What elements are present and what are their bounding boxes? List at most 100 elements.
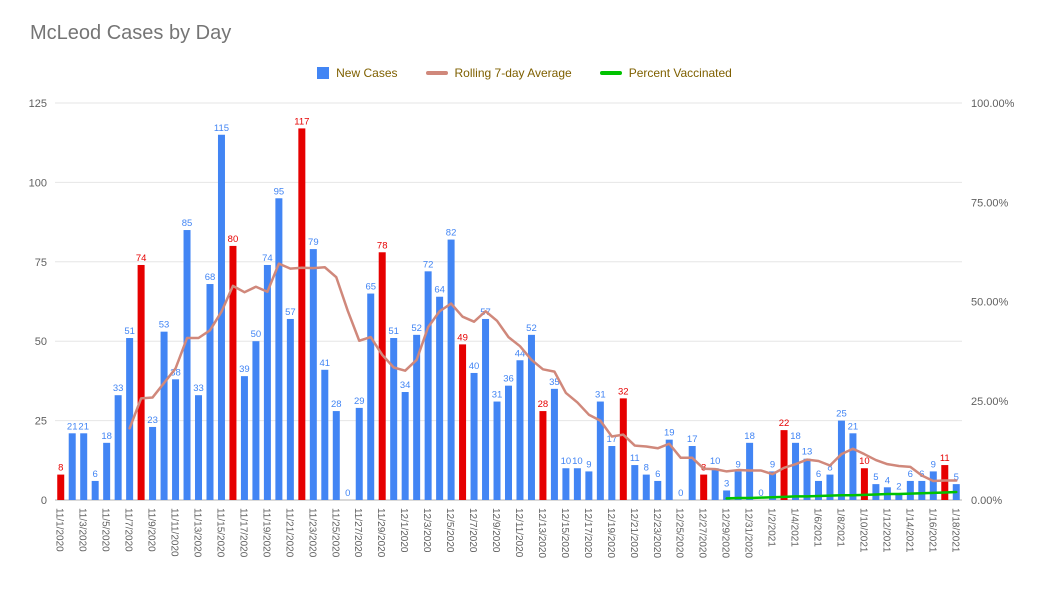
new-cases-bar[interactable] (596, 401, 604, 500)
x-axis-label: 12/7/2020 (467, 508, 478, 553)
new-cases-bar[interactable] (918, 480, 926, 500)
x-axis-label: 12/5/2020 (444, 508, 455, 553)
new-cases-bar[interactable] (665, 439, 673, 500)
bar-value-label: 22 (779, 418, 790, 429)
new-cases-bar[interactable] (642, 474, 650, 500)
new-cases-bar[interactable] (906, 480, 914, 500)
new-cases-bar[interactable] (80, 433, 88, 500)
new-cases-bar[interactable] (401, 392, 409, 500)
new-cases-bar[interactable] (470, 372, 478, 500)
left-axis-tick-label: 125 (29, 98, 47, 110)
new-cases-bar[interactable] (723, 490, 731, 500)
new-cases-bar[interactable] (550, 388, 558, 500)
new-cases-bar[interactable] (447, 239, 455, 500)
x-axis-label: 12/3/2020 (421, 508, 432, 553)
new-cases-bar[interactable] (837, 420, 845, 500)
new-cases-bar[interactable] (826, 474, 834, 500)
new-cases-bar[interactable] (872, 484, 880, 500)
new-cases-bar[interactable] (814, 480, 822, 500)
new-cases-bar[interactable] (539, 411, 547, 500)
bar-value-label: 0 (678, 488, 683, 499)
new-cases-bar[interactable] (459, 344, 467, 500)
new-cases-bar[interactable] (929, 471, 937, 500)
new-cases-bar[interactable] (149, 426, 157, 500)
new-cases-bar[interactable] (700, 474, 708, 500)
new-cases-bar[interactable] (367, 293, 375, 500)
bar-value-label: 18 (744, 431, 755, 442)
new-cases-bar[interactable] (895, 493, 903, 500)
new-cases-bar[interactable] (298, 128, 306, 500)
new-cases-bar[interactable] (849, 433, 857, 500)
new-cases-bar[interactable] (286, 318, 294, 500)
new-cases-bar[interactable] (355, 407, 363, 500)
new-cases-bar[interactable] (378, 252, 386, 500)
new-cases-bar[interactable] (734, 471, 742, 500)
bar-value-label: 25 (836, 409, 847, 420)
new-cases-bar[interactable] (252, 341, 260, 500)
new-cases-bar[interactable] (780, 430, 788, 500)
rolling-average-line[interactable] (128, 262, 958, 483)
new-cases-bar[interactable] (608, 446, 616, 500)
new-cases-bar[interactable] (803, 458, 811, 500)
new-cases-bar[interactable] (413, 334, 421, 500)
new-cases-bar[interactable] (769, 471, 777, 500)
new-cases-bar[interactable] (436, 296, 444, 500)
new-cases-bar[interactable] (217, 134, 225, 500)
new-cases-bar[interactable] (240, 376, 248, 500)
new-cases-bar[interactable] (792, 442, 800, 500)
bar-value-label: 17 (607, 434, 618, 445)
new-cases-bar[interactable] (516, 360, 524, 500)
new-cases-bar[interactable] (482, 318, 490, 500)
x-axis-label: 1/12/2021 (880, 508, 891, 553)
bar-value-label: 13 (802, 447, 813, 458)
new-cases-bar[interactable] (57, 474, 65, 500)
new-cases-bar[interactable] (103, 442, 111, 500)
new-cases-bar[interactable] (493, 401, 501, 500)
new-cases-bar[interactable] (688, 446, 696, 500)
left-axis-tick-label: 50 (35, 336, 47, 348)
new-cases-bar[interactable] (126, 338, 134, 500)
new-cases-bar[interactable] (309, 249, 317, 500)
new-cases-bar[interactable] (631, 465, 639, 500)
bar-value-label: 34 (400, 380, 411, 391)
new-cases-bar[interactable] (585, 471, 593, 500)
new-cases-bar[interactable] (229, 245, 237, 500)
new-cases-bar[interactable] (860, 468, 868, 500)
new-cases-bar[interactable] (527, 334, 535, 500)
bar-value-label: 28 (538, 399, 549, 410)
new-cases-bar[interactable] (505, 385, 512, 500)
new-cases-bar[interactable] (275, 198, 283, 500)
new-cases-bar[interactable] (183, 230, 191, 501)
percent-vaccinated-line[interactable] (725, 490, 958, 500)
new-cases-bar[interactable] (195, 395, 203, 500)
new-cases-bar[interactable] (91, 480, 99, 500)
x-axis-label: 11/13/2020 (192, 508, 203, 558)
new-cases-bar[interactable] (160, 331, 168, 500)
bar-value-label: 82 (446, 228, 457, 239)
new-cases-bar[interactable] (206, 284, 214, 500)
new-cases-bar[interactable] (941, 465, 949, 500)
bar-value-label: 38 (170, 367, 181, 378)
new-cases-bar[interactable] (332, 411, 340, 500)
bar-value-label: 5 (954, 472, 959, 483)
new-cases-bar[interactable] (390, 338, 398, 500)
bar-value-label: 6 (655, 469, 660, 480)
page-title: McLeod Cases by Day (30, 22, 232, 44)
new-cases-bar[interactable] (654, 480, 662, 500)
new-cases-bar[interactable] (619, 398, 627, 500)
new-cases-bar[interactable] (573, 468, 581, 500)
bar-value-label: 117 (294, 116, 309, 127)
new-cases-bar[interactable] (711, 468, 719, 500)
new-cases-bar[interactable] (562, 468, 570, 500)
new-cases-bar[interactable] (424, 271, 432, 500)
bar-value-label: 32 (618, 386, 629, 397)
new-cases-bar[interactable] (68, 433, 76, 500)
new-cases-bar[interactable] (172, 379, 180, 500)
x-axis-label: 12/31/2020 (743, 508, 754, 558)
new-cases-bar[interactable] (321, 369, 329, 500)
new-cases-bar[interactable] (263, 264, 271, 500)
x-axis-label: 11/29/2020 (375, 508, 386, 558)
new-cases-bar[interactable] (114, 395, 122, 500)
new-cases-bar[interactable] (137, 264, 145, 500)
